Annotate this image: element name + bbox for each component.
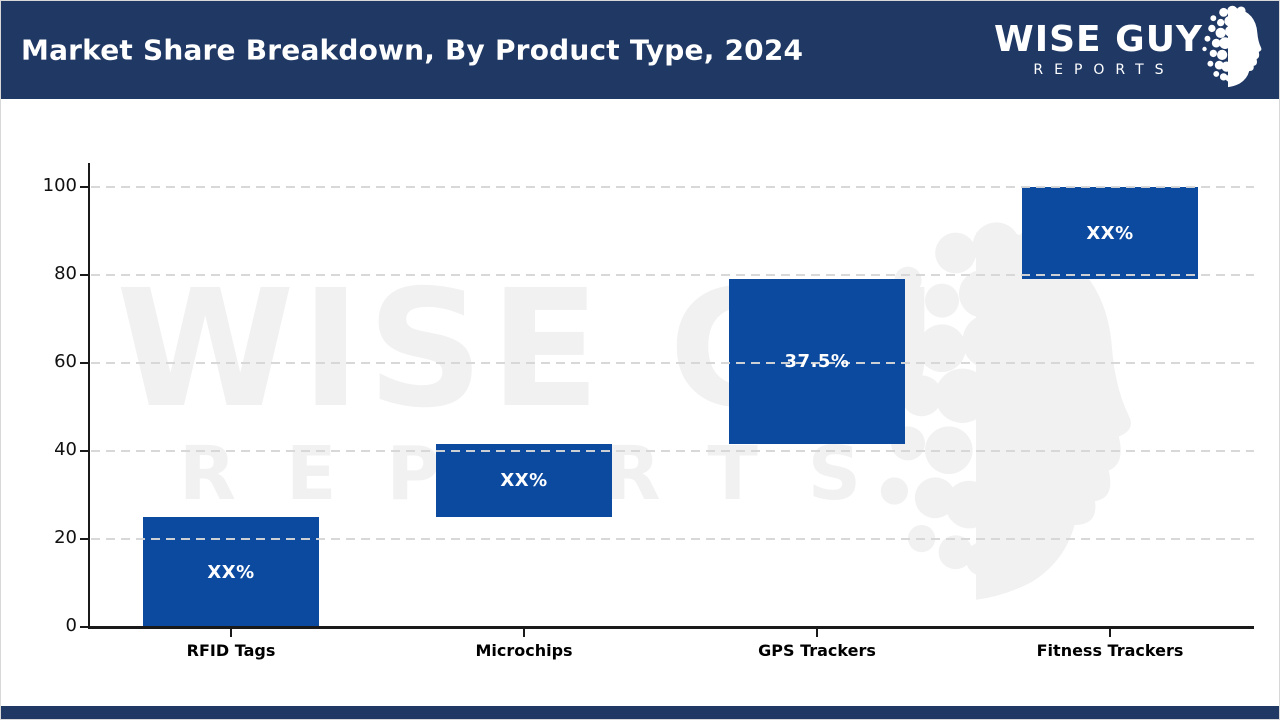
bar-value-label: XX% (1086, 222, 1134, 244)
chart-title: Market Share Breakdown, By Product Type,… (21, 33, 804, 67)
bar-segment (143, 517, 319, 627)
y-tick-80 (80, 274, 88, 276)
gridline-60 (91, 362, 1254, 364)
y-tick-label-20: 20 (54, 527, 77, 548)
bar-value-label: XX% (207, 561, 255, 583)
x-axis-line (88, 626, 1254, 629)
brand-logo-text: WISE GUY REPORTS (994, 20, 1203, 78)
gridline-40 (91, 450, 1254, 452)
y-tick-label-40: 40 (54, 439, 77, 460)
bar-segment (729, 279, 905, 445)
x-tick (816, 629, 818, 637)
footer-bar (1, 706, 1279, 719)
brand-name: WISE GUY (993, 19, 1203, 61)
x-category-label: Microchips (475, 641, 573, 660)
y-tick-label-80: 80 (54, 263, 77, 284)
x-category-label: Fitness Trackers (1036, 641, 1184, 660)
x-category-label: GPS Trackers (758, 641, 876, 660)
y-tick-label-0: 0 (65, 615, 77, 636)
y-tick-label-60: 60 (54, 351, 77, 372)
bar-value-label: XX% (500, 470, 548, 492)
gridline-100 (91, 186, 1254, 188)
y-tick-label-100: 100 (42, 175, 77, 196)
x-tick (1109, 629, 1111, 637)
x-tick (230, 629, 232, 637)
gridline-80 (91, 274, 1254, 276)
header-bar: Market Share Breakdown, By Product Type,… (1, 1, 1279, 99)
gridline-20 (91, 538, 1254, 540)
x-tick (523, 629, 525, 637)
bar-segment (1022, 187, 1198, 280)
y-tick-100 (80, 186, 88, 188)
y-tick-0 (80, 626, 88, 628)
brand-logo: WISE GUY REPORTS (994, 5, 1267, 93)
y-tick-20 (80, 538, 88, 540)
y-axis-line (88, 163, 90, 628)
x-category-label: RFID Tags (186, 641, 276, 660)
y-tick-40 (80, 450, 88, 452)
brand-head-icon (1202, 5, 1262, 88)
bar-value-label: 37.5% (784, 351, 850, 373)
y-tick-60 (80, 362, 88, 364)
brand-tagline: REPORTS (1033, 61, 1175, 78)
bar-segment (436, 444, 612, 517)
